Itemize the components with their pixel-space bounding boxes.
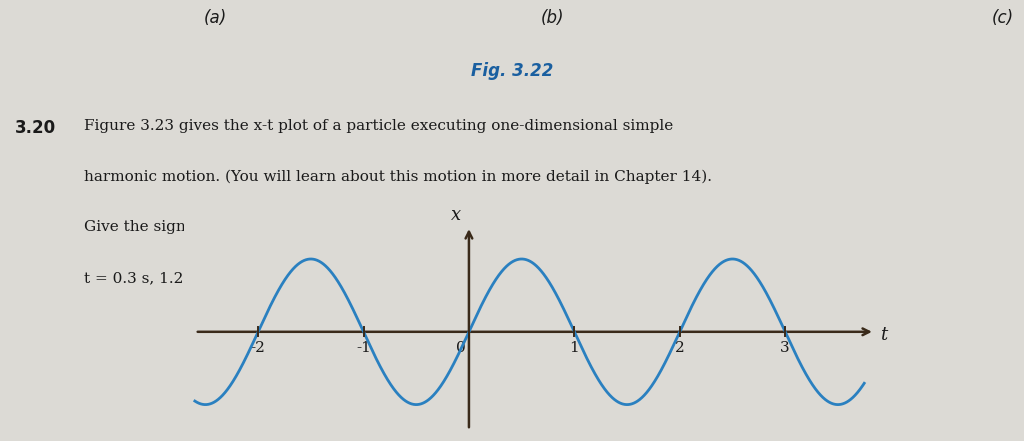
Text: Give the signs of position, velocity and acceleration variables of the particle : Give the signs of position, velocity and… xyxy=(84,220,691,235)
Text: t = 0.3 s, 1.2 s, − 1.2 s.: t = 0.3 s, 1.2 s, − 1.2 s. xyxy=(84,271,265,285)
Text: Fig. 3.22: Fig. 3.22 xyxy=(471,62,553,80)
Text: harmonic motion. (You will learn about this motion in more detail in Chapter 14): harmonic motion. (You will learn about t… xyxy=(84,170,712,184)
Text: (a): (a) xyxy=(204,9,226,27)
Text: 3.20: 3.20 xyxy=(15,119,56,137)
Text: t: t xyxy=(880,326,887,344)
Text: x: x xyxy=(452,206,462,224)
Text: -2: -2 xyxy=(251,341,265,355)
Text: (c): (c) xyxy=(991,9,1014,27)
Text: (b): (b) xyxy=(542,9,564,27)
Text: 1: 1 xyxy=(569,341,580,355)
Text: 0: 0 xyxy=(456,341,465,355)
Text: 3: 3 xyxy=(780,341,790,355)
Text: 2: 2 xyxy=(675,341,685,355)
Text: Figure 3.23 gives the x-t plot of a particle executing one-dimensional simple: Figure 3.23 gives the x-t plot of a part… xyxy=(84,119,673,133)
Text: -1: -1 xyxy=(356,341,371,355)
